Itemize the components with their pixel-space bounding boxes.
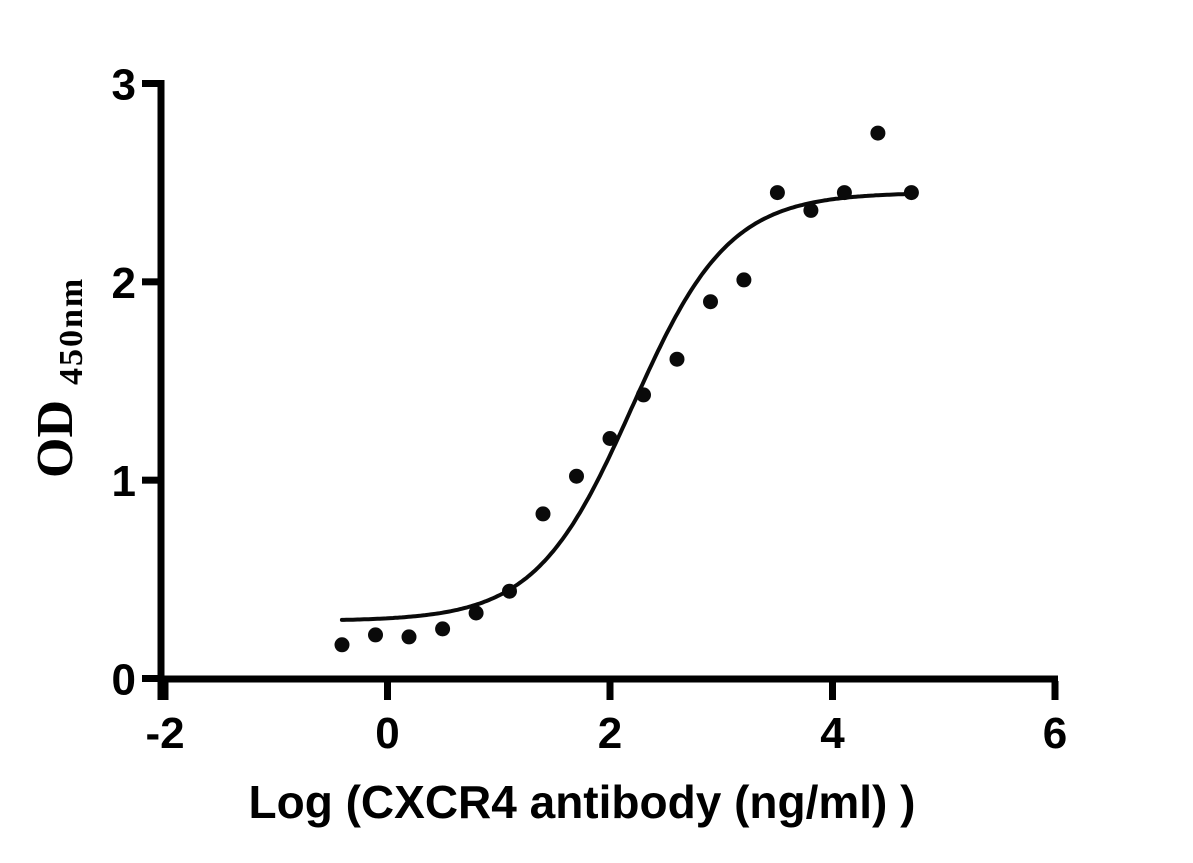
data-point: [636, 387, 651, 403]
data-point: [769, 185, 785, 201]
data-point: [368, 627, 383, 643]
x-tick-label: -2: [145, 709, 184, 758]
data-points: [334, 125, 919, 653]
data-point: [870, 125, 886, 141]
data-point: [569, 468, 584, 484]
y-axis-tick-labels: 0 1 2 3: [112, 61, 136, 705]
y-tick-label: 1: [112, 457, 136, 506]
data-point: [803, 202, 819, 218]
y-tick-label: 2: [112, 259, 136, 308]
data-point: [669, 351, 685, 367]
data-point: [502, 583, 517, 599]
data-point: [468, 605, 484, 621]
x-axis-tick-labels: -2 0 2 4 6: [145, 709, 1067, 758]
y-tick-label: 3: [112, 61, 136, 110]
y-axis-title-main: OD: [27, 400, 84, 478]
data-point: [836, 185, 852, 201]
data-point: [334, 637, 350, 653]
y-axis-title-subscript: 450nm: [53, 277, 90, 385]
data-point: [703, 294, 718, 310]
x-tick-label: 2: [598, 709, 622, 758]
y-tick-label: 0: [112, 656, 136, 705]
data-point: [435, 621, 451, 637]
data-point: [903, 185, 919, 201]
data-point: [736, 272, 752, 288]
x-axis-ticks: [161, 681, 1059, 700]
data-point: [401, 629, 417, 645]
x-tick-label: 6: [1043, 709, 1067, 758]
fit-curve: [339, 191, 914, 622]
x-axis-title: Log (CXCR4 antibody (ng/ml) ): [249, 776, 916, 828]
x-tick-label: 4: [820, 709, 845, 758]
x-tick-label: 0: [375, 709, 399, 758]
y-axis-ticks: [142, 80, 158, 682]
y-axis-title: OD 450nm: [27, 277, 90, 478]
data-point: [535, 506, 551, 522]
data-point: [602, 431, 618, 446]
